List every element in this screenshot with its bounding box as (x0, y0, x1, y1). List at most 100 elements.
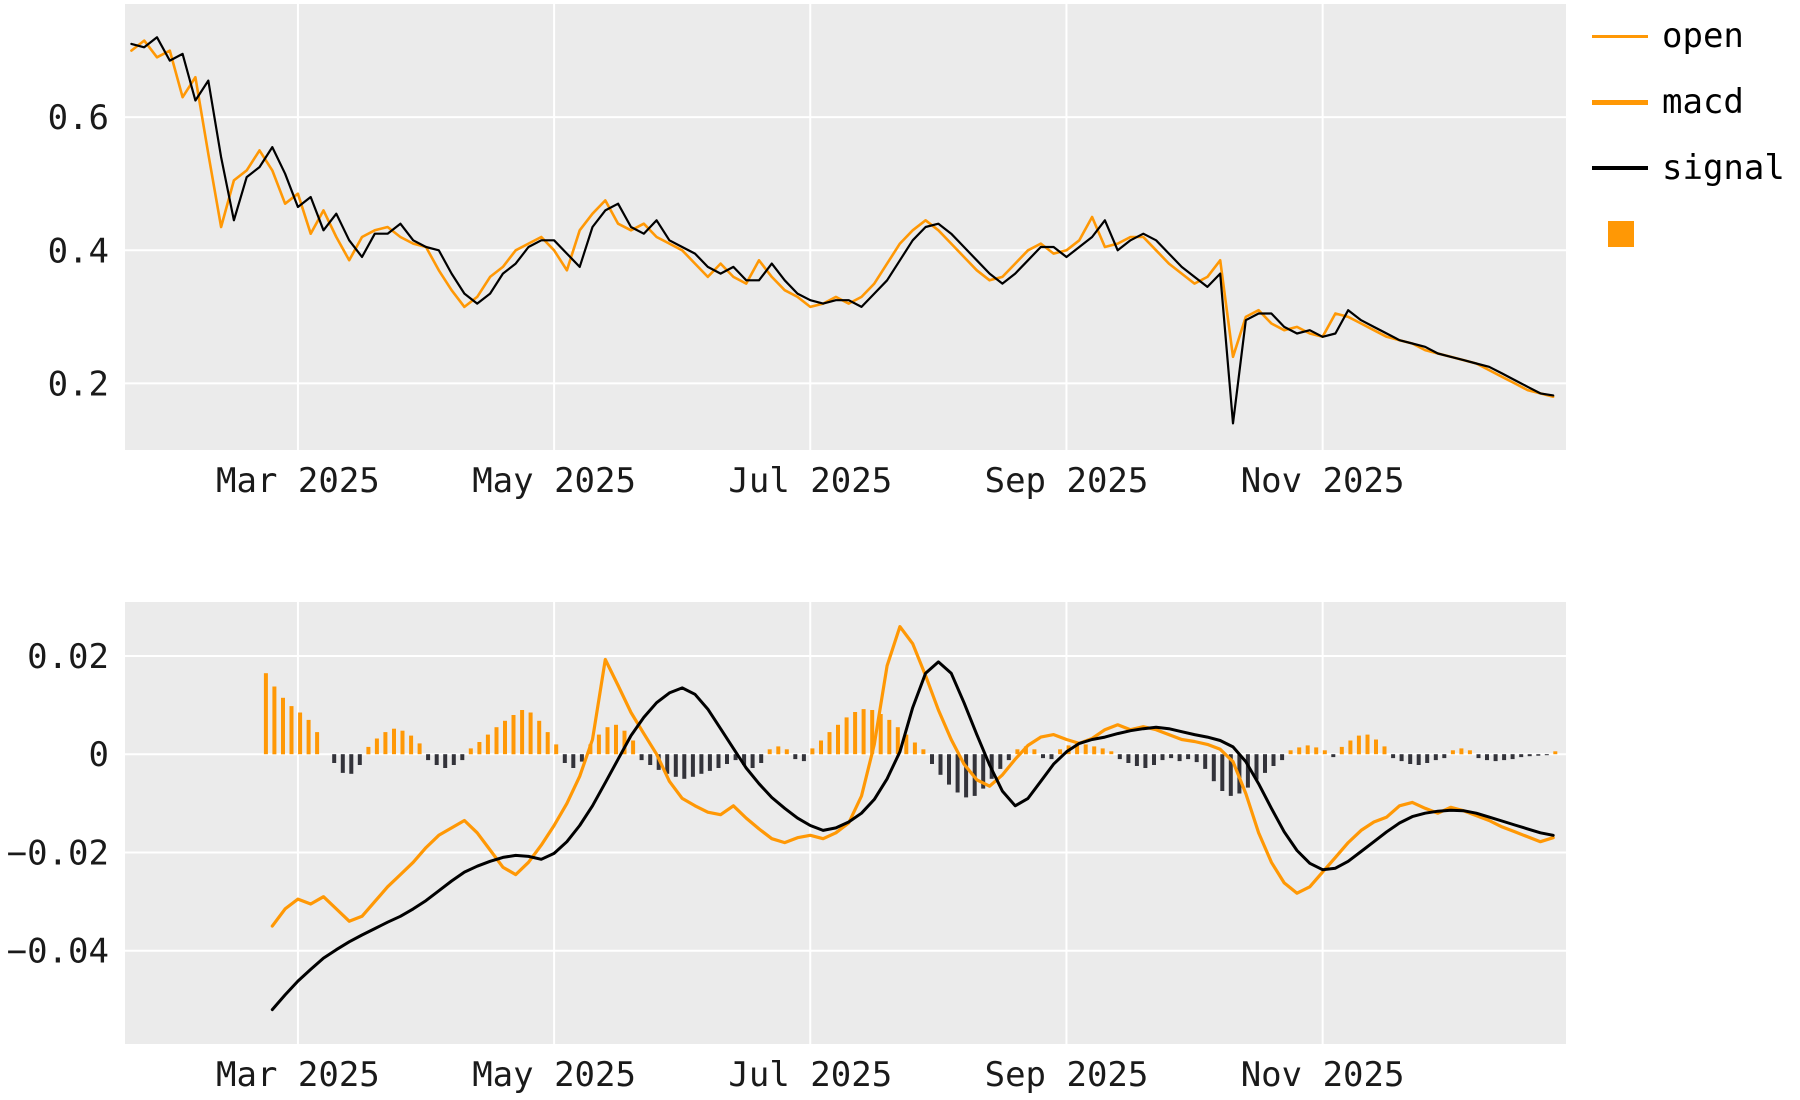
histogram-bar (1519, 754, 1524, 758)
legend-label-macd: macd (1662, 82, 1744, 122)
histogram-bar (1015, 749, 1020, 755)
chart-legend: open macd signal (1592, 10, 1785, 260)
histogram-bar (1177, 754, 1182, 762)
y-tick-label: 0.02 (27, 637, 109, 677)
histogram-bar (1254, 754, 1259, 780)
histogram-bar (1220, 754, 1225, 791)
histogram-bar (622, 730, 627, 755)
histogram-bar (938, 754, 943, 775)
legend-item-macd: macd (1592, 76, 1785, 128)
histogram-bar (742, 754, 747, 765)
y-tick-label: 0.4 (48, 231, 109, 271)
histogram-bar (1203, 754, 1208, 769)
histogram-bar (682, 754, 687, 779)
x-tick-label: Mar 2025 (216, 1055, 380, 1095)
histogram-bar (494, 727, 499, 755)
histogram-bar (1152, 754, 1156, 765)
histogram-bar (1374, 739, 1378, 755)
open-legend-line (1592, 34, 1650, 38)
histogram-bar (1280, 754, 1285, 761)
histogram-bar (562, 754, 567, 763)
histogram-bar (1485, 754, 1489, 761)
histogram-bar (528, 712, 533, 755)
histogram-bar (955, 754, 960, 793)
histogram-bar (1297, 747, 1302, 755)
histogram-bar (733, 754, 738, 761)
histogram-bar (460, 754, 465, 761)
histogram-bar (784, 749, 789, 755)
histogram-bar (1476, 754, 1481, 759)
histogram-bar (904, 734, 909, 755)
histogram-bar (1305, 745, 1310, 755)
histogram-bar (1228, 754, 1233, 796)
histogram-bar (579, 754, 584, 762)
black_line-line (130, 36, 1555, 425)
histogram-bar (1211, 754, 1216, 782)
histogram-bar (1527, 754, 1532, 757)
macd-legend-line (1592, 99, 1650, 105)
histogram-bar (810, 748, 815, 755)
y-tick-label: −0.04 (7, 932, 109, 972)
histogram-bar (1049, 754, 1054, 760)
histogram-bar (374, 738, 379, 755)
histogram-bar (853, 712, 858, 755)
histogram-bar (1075, 743, 1080, 755)
x-tick-label: Jul 2025 (728, 461, 892, 501)
macd-line (270, 624, 1555, 928)
histogram-bar (1391, 754, 1396, 759)
histogram-bar (1041, 754, 1045, 759)
histogram-bar (443, 754, 448, 768)
histogram-bar (648, 754, 653, 765)
x-tick-label: Sep 2025 (985, 1055, 1149, 1095)
histogram-bar (1322, 750, 1327, 755)
histogram-bar (887, 719, 892, 755)
histogram-bar (964, 754, 969, 798)
histogram-bar (1450, 750, 1455, 755)
histogram-bar (665, 754, 670, 774)
histogram-bar (699, 754, 704, 774)
histogram-bar (1314, 747, 1319, 755)
histogram-bar (690, 754, 695, 777)
histogram-bar (870, 710, 875, 755)
histogram-bar (511, 715, 516, 755)
histogram-bar (383, 732, 388, 755)
histogram-bar (878, 714, 883, 755)
histogram-bar (998, 754, 1003, 769)
histogram-bar (1536, 754, 1541, 756)
histogram-bar (1100, 748, 1105, 755)
histogram-bar (477, 742, 482, 755)
legend-item-histogram (1592, 208, 1785, 260)
histogram-bar (1006, 754, 1011, 761)
histogram-bar (315, 732, 320, 755)
histogram-bar (1032, 749, 1037, 755)
histogram-bar (485, 734, 490, 755)
histogram-bar (1510, 754, 1515, 760)
histogram-bar (281, 697, 285, 755)
histogram-bar (844, 717, 849, 755)
histogram-bar (1263, 754, 1267, 773)
histogram-bar (366, 746, 371, 755)
histogram-bar (1109, 751, 1114, 755)
histogram-bar (1339, 746, 1344, 755)
histogram-bar (639, 754, 644, 761)
histogram-bar (1083, 744, 1088, 755)
histogram-bar (409, 735, 414, 755)
x-tick-label: Nov 2025 (1241, 461, 1405, 501)
histogram-bar (537, 720, 542, 755)
histogram-bar (434, 754, 439, 765)
histogram-bar (1271, 754, 1276, 766)
histogram-bar (1382, 746, 1387, 755)
histogram-legend-swatch (1592, 221, 1650, 247)
histogram-bar (503, 720, 507, 755)
histogram-bar (417, 743, 422, 755)
histogram-bar (836, 724, 840, 755)
histogram-bar (1408, 754, 1413, 764)
histogram-bar (1348, 740, 1353, 755)
histogram-bar (861, 709, 866, 755)
histogram-bar (263, 673, 268, 755)
histogram-bar (289, 706, 294, 755)
histogram-bar (707, 754, 712, 771)
histogram-bar (1245, 754, 1250, 788)
signal-line (270, 660, 1555, 1012)
histogram-bar (1194, 754, 1199, 763)
